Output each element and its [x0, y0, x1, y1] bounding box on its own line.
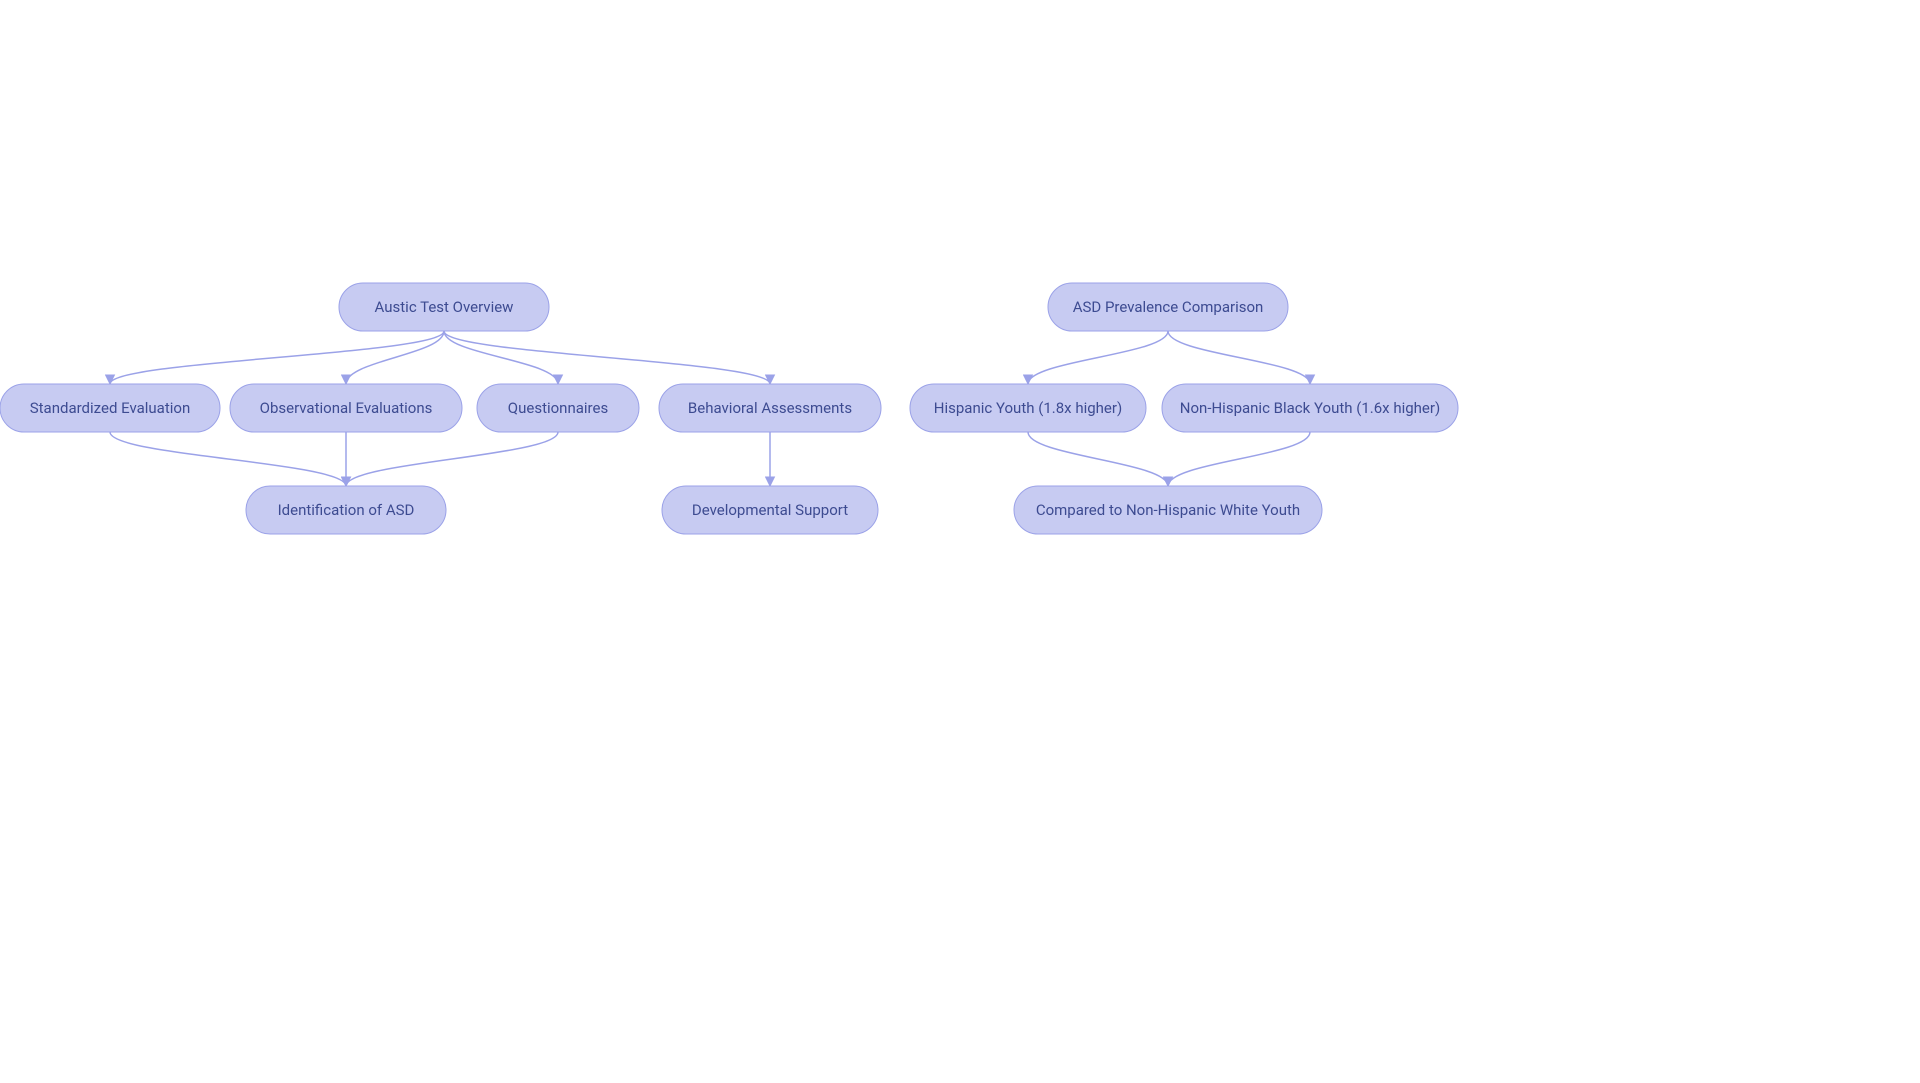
node-black: Non-Hispanic Black Youth (1.6x higher): [1162, 384, 1458, 432]
node-question-label: Questionnaires: [508, 399, 608, 417]
node-prevalence: ASD Prevalence Comparison: [1048, 283, 1288, 331]
node-prevalence-label: ASD Prevalence Comparison: [1073, 298, 1264, 316]
edge-black-to-compared: [1168, 432, 1310, 486]
node-black-label: Non-Hispanic Black Youth (1.6x higher): [1180, 399, 1440, 417]
flowchart-diagram: Austic Test Overview Standardized Evaluat…: [0, 0, 1920, 1083]
edge-prevalence-to-hispanic: [1028, 331, 1168, 384]
edge-overview-to-question: [444, 331, 558, 384]
node-behavior: Behavioral Assessments: [659, 384, 881, 432]
node-overview-label: Austic Test Overview: [375, 298, 514, 316]
edge-standard-to-identify: [110, 432, 346, 486]
node-identify: Identification of ASD: [246, 486, 446, 534]
node-identify-label: Identification of ASD: [278, 501, 415, 519]
node-observ-label: Observational Evaluations: [260, 399, 433, 417]
node-overview: Austic Test Overview: [339, 283, 549, 331]
node-standard-label: Standardized Evaluation: [30, 399, 191, 417]
node-devsupport: Developmental Support: [662, 486, 878, 534]
node-observ: Observational Evaluations: [230, 384, 462, 432]
node-behavior-label: Behavioral Assessments: [688, 399, 852, 417]
node-question: Questionnaires: [477, 384, 639, 432]
node-standard: Standardized Evaluation: [0, 384, 220, 432]
edge-hispanic-to-compared: [1028, 432, 1168, 486]
node-devsupport-label: Developmental Support: [692, 501, 848, 519]
edge-question-to-identify: [346, 432, 558, 486]
edge-overview-to-behavior: [444, 331, 770, 384]
node-hispanic: Hispanic Youth (1.8x higher): [910, 384, 1146, 432]
node-compared: Compared to Non-Hispanic White Youth: [1014, 486, 1322, 534]
node-layer: Austic Test Overview Standardized Evaluat…: [0, 283, 1458, 534]
node-hispanic-label: Hispanic Youth (1.8x higher): [934, 399, 1122, 417]
edge-prevalence-to-black: [1168, 331, 1310, 384]
node-compared-label: Compared to Non-Hispanic White Youth: [1036, 501, 1300, 519]
